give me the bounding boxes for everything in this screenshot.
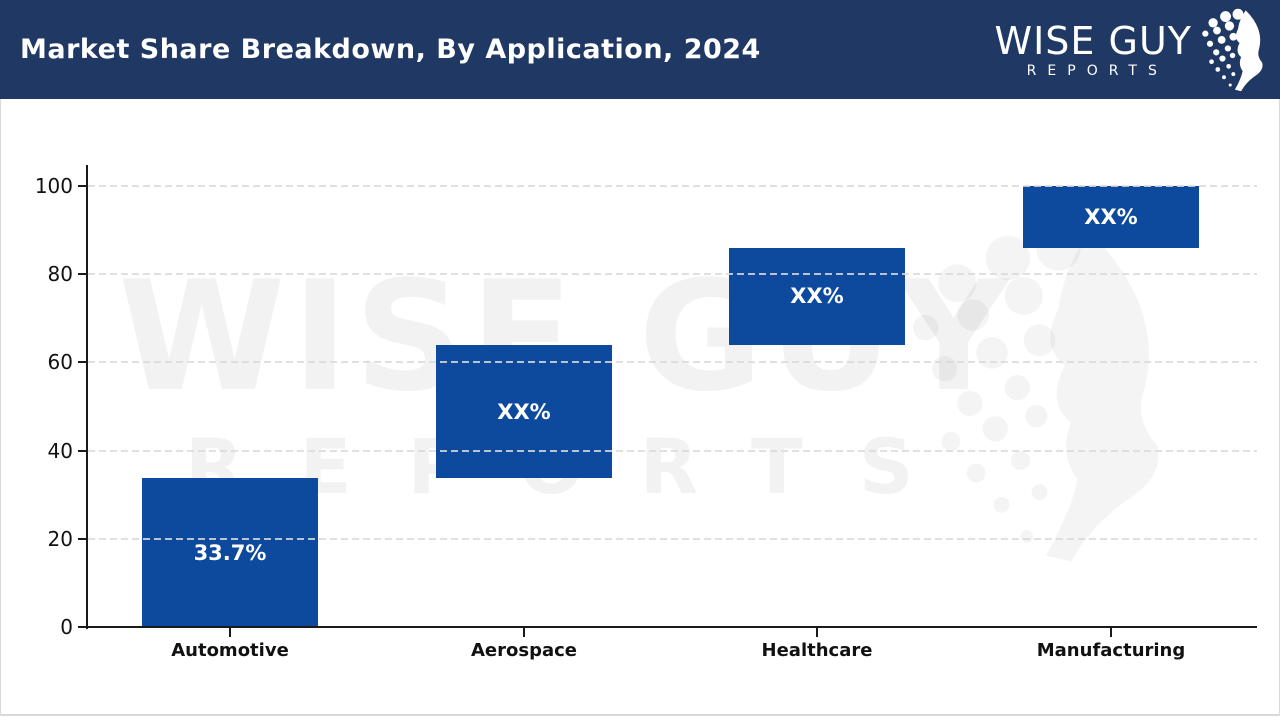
y-tick-label: 100 bbox=[34, 174, 73, 198]
x-tick-label: Aerospace bbox=[470, 640, 577, 661]
bar-value-label: XX% bbox=[790, 284, 844, 309]
y-tick-label: 40 bbox=[47, 438, 73, 463]
y-tick-label: 60 bbox=[47, 350, 73, 375]
bar-value-label: 33.7% bbox=[193, 540, 267, 565]
brand-logo: WISE GUY REPORTS bbox=[995, 6, 1266, 94]
y-tick-mark bbox=[78, 185, 87, 187]
y-tick-label: 80 bbox=[47, 262, 73, 287]
bar: 33.7% bbox=[142, 478, 318, 627]
x-tick-mark bbox=[229, 628, 231, 637]
grid-line bbox=[88, 449, 1257, 452]
x-tick-mark bbox=[523, 628, 525, 637]
x-tick-mark bbox=[1110, 628, 1112, 637]
watermark-head-icon bbox=[912, 226, 1159, 562]
grid-line bbox=[88, 185, 1257, 187]
brand-text: WISE GUY REPORTS bbox=[995, 22, 1192, 78]
brand-sub: REPORTS bbox=[1026, 63, 1168, 79]
y-tick-mark bbox=[78, 449, 87, 452]
header: Market Share Breakdown, By Application, … bbox=[0, 0, 1280, 99]
axis-x bbox=[86, 626, 1257, 628]
grid-line bbox=[88, 537, 1257, 540]
bar: XX% bbox=[436, 344, 612, 479]
x-tick-label: Manufacturing bbox=[1036, 640, 1186, 661]
grid-line bbox=[88, 361, 1257, 364]
y-tick-mark bbox=[78, 626, 87, 628]
grid-line bbox=[88, 273, 1257, 276]
bar: XX% bbox=[729, 248, 905, 345]
y-tick-mark bbox=[78, 273, 87, 276]
bar: XX% bbox=[1023, 186, 1199, 249]
x-tick-mark bbox=[816, 628, 818, 637]
y-tick-label: 0 bbox=[60, 615, 73, 639]
x-tick-label: Automotive bbox=[171, 640, 289, 661]
bar-value-label: XX% bbox=[497, 399, 551, 424]
x-tick-label: Healthcare bbox=[761, 640, 873, 661]
bar-value-label: XX% bbox=[1084, 205, 1138, 230]
y-tick-label: 20 bbox=[47, 526, 73, 551]
y-tick-mark bbox=[78, 361, 87, 364]
page-title: Market Share Breakdown, By Application, … bbox=[20, 34, 761, 65]
y-tick-mark bbox=[78, 537, 87, 540]
brand-name: WISE GUY bbox=[994, 19, 1192, 63]
axis-y bbox=[86, 165, 88, 629]
head-profile-icon bbox=[1202, 8, 1263, 92]
